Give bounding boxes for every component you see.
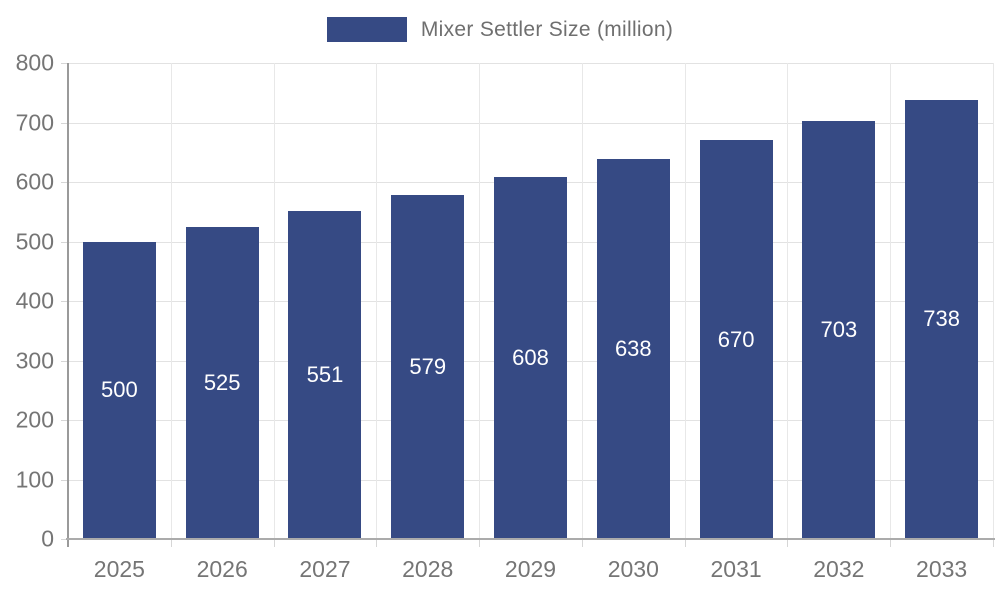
h-gridline [68, 122, 993, 124]
bar-value-label: 608 [512, 345, 549, 371]
y-tick [61, 63, 68, 64]
x-tick-label: 2027 [299, 556, 351, 582]
bar-2027: 551 [288, 211, 362, 539]
bar-2025: 500 [82, 241, 156, 539]
y-tick-label: 800 [15, 49, 54, 76]
legend-label: Mixer Settler Size (million) [420, 17, 674, 41]
v-gridline [684, 63, 686, 539]
y-tick [61, 479, 68, 481]
bar-2029: 608 [494, 177, 567, 539]
y-tick [61, 241, 68, 243]
x-tick-label: 2032 [813, 556, 865, 582]
bar-slot-2030: 638 [582, 63, 685, 539]
bars-layer: 500 525 551 579 608 638 670 703 738 [68, 63, 993, 539]
bar-2030: 638 [596, 159, 670, 539]
legend: Mixer Settler Size (million) [0, 17, 1000, 42]
legend-swatch-icon [326, 17, 407, 42]
bar-2031: 670 [699, 140, 773, 539]
v-gridline [479, 63, 481, 539]
y-axis-labels: 0 100 200 300 400 500 600 700 800 [0, 50, 54, 552]
bar-2026: 525 [185, 226, 259, 539]
y-tick-label: 500 [15, 228, 54, 254]
y-tick-label: 700 [15, 109, 54, 135]
bar-2033: 738 [905, 99, 979, 539]
x-axis-line [66, 538, 995, 540]
y-axis-line [67, 63, 69, 547]
x-tick-label: 2033 [916, 556, 968, 582]
x-tick-label: 2030 [607, 556, 659, 582]
y-tick [61, 420, 68, 421]
y-tick-label: 200 [15, 406, 54, 433]
y-tick-label: 600 [15, 168, 54, 195]
x-tick [479, 539, 481, 547]
v-gridline [376, 63, 378, 539]
y-tick-label: 0 [41, 525, 54, 552]
x-tick [787, 539, 789, 547]
x-axis-labels: 2025 2026 2027 2028 2029 2030 2031 2032 2033 [68, 556, 993, 583]
bar-value-label: 579 [409, 353, 447, 379]
y-tick-label: 400 [15, 287, 54, 314]
x-tick-label: 2028 [402, 556, 454, 582]
y-tick-label: 100 [15, 466, 54, 492]
x-tick [993, 539, 994, 547]
bar-value-label: 525 [203, 369, 241, 395]
x-tick [376, 539, 378, 547]
plot-area: 500 525 551 579 608 638 670 703 738 [61, 63, 995, 547]
h-gridline [68, 63, 993, 64]
bar-slot-2029: 608 [479, 63, 582, 539]
bar-slot-2027: 551 [274, 63, 377, 539]
v-gridline [170, 63, 172, 539]
bar-slot-2032: 703 [787, 63, 890, 539]
x-tick-label: 2025 [93, 556, 145, 582]
x-tick [684, 539, 686, 547]
v-gridline [273, 63, 275, 539]
y-tick [61, 122, 68, 124]
bar-2032: 703 [802, 120, 876, 539]
bar-slot-2031: 670 [685, 63, 788, 539]
v-gridline [787, 63, 789, 539]
bar-value-label: 738 [923, 306, 960, 332]
x-tick-label: 2026 [196, 556, 248, 582]
y-tick [61, 301, 68, 302]
y-tick [61, 539, 68, 540]
x-tick [890, 539, 892, 547]
bar-value-label: 500 [101, 377, 138, 403]
bar-value-label: 670 [717, 326, 755, 352]
y-tick-label: 300 [15, 347, 54, 373]
x-tick-label: 2029 [504, 556, 557, 582]
bar-value-label: 551 [306, 362, 344, 388]
v-gridline [890, 63, 892, 539]
x-tick [170, 539, 172, 547]
v-gridline [993, 63, 994, 539]
x-tick [581, 539, 583, 547]
bar-2028: 579 [391, 194, 465, 539]
bar-value-label: 703 [820, 316, 858, 342]
bar-slot-2033: 738 [890, 63, 993, 539]
bar-slot-2026: 525 [171, 63, 274, 539]
bar-slot-2028: 579 [376, 63, 479, 539]
x-tick [273, 539, 275, 547]
bar-slot-2025: 500 [68, 63, 171, 539]
y-tick [61, 360, 68, 362]
y-tick [61, 182, 68, 183]
v-gridline [581, 63, 583, 539]
bar-value-label: 638 [614, 336, 652, 362]
x-tick-label: 2031 [710, 556, 762, 582]
